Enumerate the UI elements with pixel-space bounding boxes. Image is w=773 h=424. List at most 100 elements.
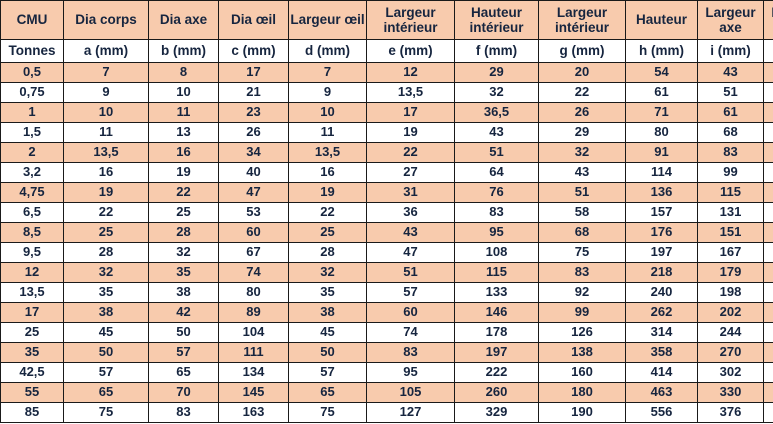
table-cell: 29 [538, 122, 626, 143]
table-cell: 329 [454, 402, 539, 423]
table-cell: 42 [763, 82, 773, 103]
table-cell: 180 [538, 382, 626, 403]
table-cell: 58 [538, 202, 626, 223]
column-header-hauteur-interieur: Hauteur intérieur [454, 0, 539, 40]
table-cell: 42 [148, 302, 219, 323]
table-cell: 25 [63, 222, 149, 243]
table-cell: 80 [625, 122, 698, 143]
table-cell: 463 [625, 382, 698, 403]
table-cell: 10 [63, 102, 149, 123]
table-cell: 74 [366, 322, 455, 343]
table-cell: 53 [218, 202, 289, 223]
table-cell: 244 [697, 322, 764, 343]
table-cell: 57 [288, 362, 367, 383]
table-cell: 134 [218, 362, 289, 383]
column-header-largeur-corps: Largeur corps [763, 0, 773, 40]
table-cell: 51 [454, 142, 539, 163]
table-cell: 50 [288, 342, 367, 363]
table-cell: 83 [454, 202, 539, 223]
cell-cmu: 8,5 [0, 222, 64, 243]
table-cell: 45 [288, 322, 367, 343]
table-cell: 65 [148, 362, 219, 383]
unit-cell-hauteur: h (mm) [625, 39, 698, 63]
unit-cell-dia-oeil: c (mm) [218, 39, 289, 63]
table-cell: 12 [366, 62, 455, 83]
table-cell: 22 [538, 82, 626, 103]
table-cell: 26 [538, 102, 626, 123]
table-cell: 262 [625, 302, 698, 323]
table-cell: 50 [148, 322, 219, 343]
table-cell: 16 [148, 142, 219, 163]
table-cell: 43 [697, 62, 764, 83]
table-row: 12323574325111583218179154314,91 [0, 262, 773, 283]
table-cell: 133 [454, 282, 539, 303]
table-row: 6,522255322368358157131107231,77 [0, 202, 773, 223]
cell-cmu: 85 [0, 402, 64, 423]
table-cell: 36,5 [454, 102, 539, 123]
cell-cmu: 0,5 [0, 62, 64, 83]
table-cell: 108 [454, 242, 539, 263]
table-cell: 302 [697, 362, 764, 383]
table-cell: 54 [625, 62, 698, 83]
table-row: 556570145651052601804633303293339,59 [0, 382, 773, 403]
table-cell: 67 [218, 242, 289, 263]
table-cell: 21 [218, 82, 289, 103]
table-cell: 49 [763, 102, 773, 123]
table-cell: 190 [538, 402, 626, 423]
table-cell: 83 [366, 342, 455, 363]
cell-cmu: 12 [0, 262, 64, 283]
table-cell: 11 [288, 122, 367, 143]
table-cell: 222 [454, 362, 539, 383]
table-cell: 28 [288, 242, 367, 263]
table-cell: 38 [63, 302, 149, 323]
table-cell: 136 [625, 182, 698, 203]
table-cell: 65 [288, 382, 367, 403]
table-cell: 11 [63, 122, 149, 143]
table-cell: 127 [366, 402, 455, 423]
table-cell: 43 [454, 122, 539, 143]
table-cell: 17 [218, 62, 289, 83]
column-header-largeur-axe: Largeur axe [697, 0, 764, 40]
table-cell: 99 [538, 302, 626, 323]
column-header-dia-oeil: Dia œil [218, 0, 289, 40]
unit-cell-largeur-interieur-g: g (mm) [538, 39, 626, 63]
table-cell: 27 [366, 162, 455, 183]
table-cell: 80 [218, 282, 289, 303]
table-row: 1,511132611194329806854110,22 [0, 122, 773, 143]
table-cell: 167 [697, 242, 764, 263]
table-cell: 54 [763, 122, 773, 143]
table-cell: 10 [288, 102, 367, 123]
table-head: CMU Dia corps Dia axe Dia œil Largeur œi… [0, 0, 773, 63]
table-cell: 197 [625, 242, 698, 263]
column-header-largeur-interieur-g: Largeur intérieur [538, 0, 626, 40]
table-row: 9,5283267284710875197167137283,66 [0, 242, 773, 263]
table-cell: 131 [697, 202, 764, 223]
table-cell: 22 [288, 202, 367, 223]
table-cell: 43 [366, 222, 455, 243]
table-cell: 16 [63, 162, 149, 183]
table-cell: 32 [288, 262, 367, 283]
table-cell: 75 [63, 402, 149, 423]
table-cell: 51 [697, 82, 764, 103]
unit-cell-dia-corps: a (mm) [63, 39, 149, 63]
table-cell: 61 [697, 102, 764, 123]
table-cell: 45 [63, 322, 149, 343]
table-row: 857583163751273291905563763554062 [0, 402, 773, 423]
column-header-cmu: CMU [0, 0, 64, 40]
table-cell: 35 [148, 262, 219, 283]
table-cell: 83 [538, 262, 626, 283]
table-cell: 61 [625, 82, 698, 103]
table-cell: 22 [63, 202, 149, 223]
table-cell: 151 [697, 222, 764, 243]
table-cell: 414 [625, 362, 698, 383]
table-cell: 38 [148, 282, 219, 303]
table-cell: 358 [625, 342, 698, 363]
table-cell: 51 [366, 262, 455, 283]
table-cell: 32 [63, 262, 149, 283]
table-cell: 32 [454, 82, 539, 103]
table-cell: 126 [538, 322, 626, 343]
table-cell: 35 [288, 282, 367, 303]
table-cell: 47 [218, 182, 289, 203]
table-row: 35505711150831971383582702502719,85 [0, 342, 773, 363]
cell-cmu: 55 [0, 382, 64, 403]
